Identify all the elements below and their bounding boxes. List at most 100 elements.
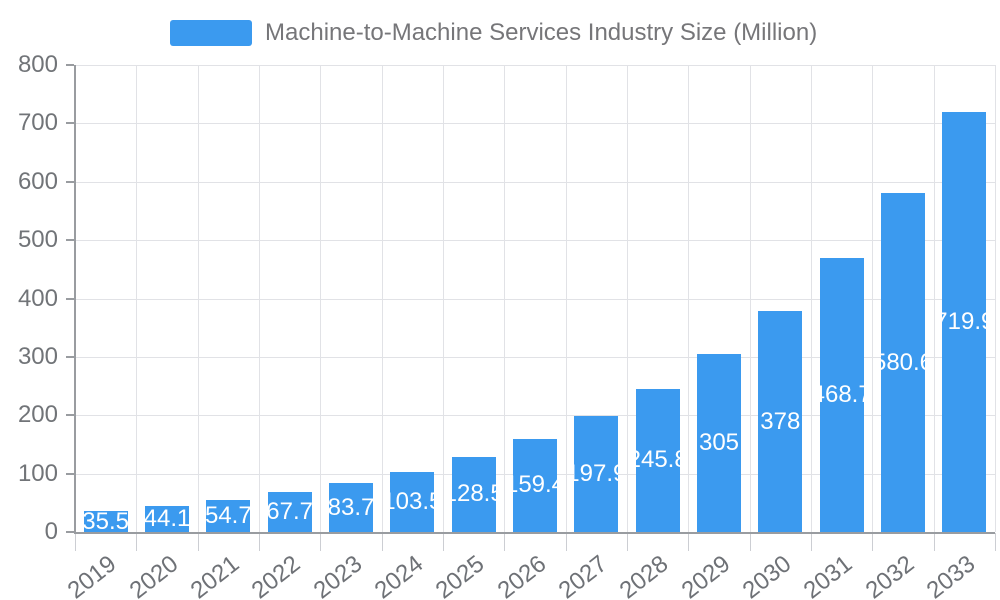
bar-value-label: 103.5 bbox=[390, 487, 434, 515]
bar[interactable]: 103.5 bbox=[390, 471, 435, 532]
x-axis-tick bbox=[381, 533, 383, 551]
bar[interactable]: 54.7 bbox=[206, 500, 251, 532]
x-axis-tick-label: 2026 bbox=[492, 550, 552, 600]
y-axis-tick bbox=[66, 122, 74, 125]
x-gridline bbox=[320, 65, 322, 532]
bar-value-label: 580.6 bbox=[881, 348, 925, 376]
bar[interactable]: 305 bbox=[697, 353, 741, 532]
bar-value-label: 378 bbox=[760, 407, 801, 435]
y-gridline bbox=[75, 123, 995, 125]
x-axis-tick-label: 2033 bbox=[921, 550, 981, 600]
x-axis-tick bbox=[627, 533, 628, 551]
x-axis-tick-label: 2020 bbox=[124, 550, 184, 600]
x-axis-tick bbox=[75, 533, 76, 551]
legend-item[interactable]: Machine-to-Machine Services Industry Siz… bbox=[170, 19, 817, 47]
bar[interactable]: 197.9 bbox=[574, 416, 619, 532]
y-axis-tick bbox=[66, 297, 74, 300]
bar-value-label: 159.4 bbox=[513, 471, 557, 499]
y-axis-tick-label: 800 bbox=[17, 51, 58, 78]
x-axis-tick bbox=[565, 533, 567, 551]
x-axis-tick-label: 2029 bbox=[676, 550, 736, 600]
y-axis-tick-label: 400 bbox=[17, 284, 58, 312]
x-axis-tick-label: 2030 bbox=[737, 550, 797, 600]
bar[interactable]: 468.7 bbox=[819, 258, 864, 532]
y-gridline bbox=[75, 65, 995, 66]
bar-value-label: 35.5 bbox=[83, 511, 128, 532]
x-gridline bbox=[627, 65, 628, 532]
bar-value-label: 67.7 bbox=[267, 498, 312, 526]
y-axis-tick-label: 100 bbox=[17, 459, 58, 487]
bar[interactable]: 245.8 bbox=[635, 388, 680, 532]
bar-value-label: 44.1 bbox=[145, 506, 189, 532]
x-axis-tick bbox=[811, 533, 812, 551]
bar-value-label: 468.7 bbox=[820, 381, 864, 409]
y-axis-tick-label: 500 bbox=[17, 226, 58, 254]
bar-value-label: 245.8 bbox=[636, 446, 680, 474]
x-axis-tick bbox=[688, 533, 690, 551]
x-axis-tick-label: 2021 bbox=[185, 550, 245, 600]
y-axis-tick-label: 700 bbox=[17, 109, 58, 137]
bar[interactable]: 378 bbox=[758, 311, 803, 532]
y-axis-line bbox=[74, 65, 76, 534]
x-gridline bbox=[197, 65, 199, 532]
bar[interactable]: 35.5 bbox=[83, 511, 128, 532]
y-axis-tick bbox=[66, 64, 74, 66]
y-gridline bbox=[75, 240, 995, 242]
bar-value-label: 305 bbox=[698, 428, 740, 456]
x-axis-tick-label: 2025 bbox=[430, 550, 490, 600]
x-axis-tick-label: 2022 bbox=[246, 550, 306, 600]
x-axis-tick-label: 2019 bbox=[62, 550, 122, 600]
x-gridline bbox=[749, 65, 751, 532]
bar[interactable]: 580.6 bbox=[881, 193, 925, 532]
y-axis-tick-label: 300 bbox=[17, 342, 58, 370]
y-axis-tick-label: 600 bbox=[17, 167, 58, 195]
x-axis-tick-label: 2032 bbox=[860, 550, 920, 600]
x-gridline bbox=[688, 65, 690, 532]
x-gridline bbox=[565, 65, 567, 532]
bar-value-label: 719.9 bbox=[942, 307, 986, 335]
bar[interactable]: 159.4 bbox=[513, 438, 557, 532]
x-gridline bbox=[136, 65, 138, 532]
y-axis-tick bbox=[66, 180, 74, 183]
bar[interactable]: 44.1 bbox=[145, 506, 189, 532]
y-axis-tick-label: 200 bbox=[17, 401, 58, 429]
x-gridline bbox=[811, 65, 812, 532]
y-gridline bbox=[75, 181, 995, 183]
x-axis-tick-label: 2028 bbox=[614, 550, 674, 600]
x-gridline bbox=[872, 65, 874, 532]
x-axis-tick bbox=[995, 533, 996, 551]
x-axis-tick-label: 2031 bbox=[798, 550, 858, 600]
x-gridline bbox=[504, 65, 506, 532]
x-gridline bbox=[995, 65, 996, 532]
bar[interactable]: 67.7 bbox=[267, 492, 312, 532]
x-axis-tick-label: 2027 bbox=[553, 550, 613, 600]
bar[interactable]: 128.5 bbox=[451, 456, 496, 532]
y-axis-tick bbox=[66, 531, 74, 533]
x-axis-tick bbox=[872, 533, 874, 551]
bar-value-label: 54.7 bbox=[206, 502, 251, 530]
x-axis-tick-label: 2023 bbox=[308, 550, 368, 600]
x-axis-tick bbox=[320, 533, 322, 551]
bar[interactable]: 719.9 bbox=[942, 111, 987, 532]
x-axis-line bbox=[74, 532, 995, 534]
x-axis-tick bbox=[933, 533, 935, 551]
x-axis-tick bbox=[443, 533, 444, 551]
bar-value-label: 197.9 bbox=[574, 460, 618, 488]
x-axis-tick bbox=[749, 533, 751, 551]
x-axis-tick bbox=[197, 533, 199, 551]
y-axis-tick bbox=[66, 239, 74, 242]
x-gridline bbox=[443, 65, 444, 532]
x-axis-tick bbox=[259, 533, 260, 551]
bar[interactable]: 83.7 bbox=[329, 483, 373, 532]
x-axis-tick-label: 2024 bbox=[369, 550, 429, 600]
y-axis-tick bbox=[66, 414, 74, 417]
y-axis-tick-label: 0 bbox=[44, 518, 58, 545]
legend-label: Machine-to-Machine Services Industry Siz… bbox=[265, 19, 818, 46]
x-axis-tick bbox=[504, 533, 506, 551]
x-gridline bbox=[381, 65, 383, 532]
x-gridline bbox=[259, 65, 260, 532]
y-axis-tick bbox=[66, 355, 74, 358]
y-axis-tick bbox=[66, 472, 74, 475]
bar-value-label: 128.5 bbox=[452, 480, 496, 508]
